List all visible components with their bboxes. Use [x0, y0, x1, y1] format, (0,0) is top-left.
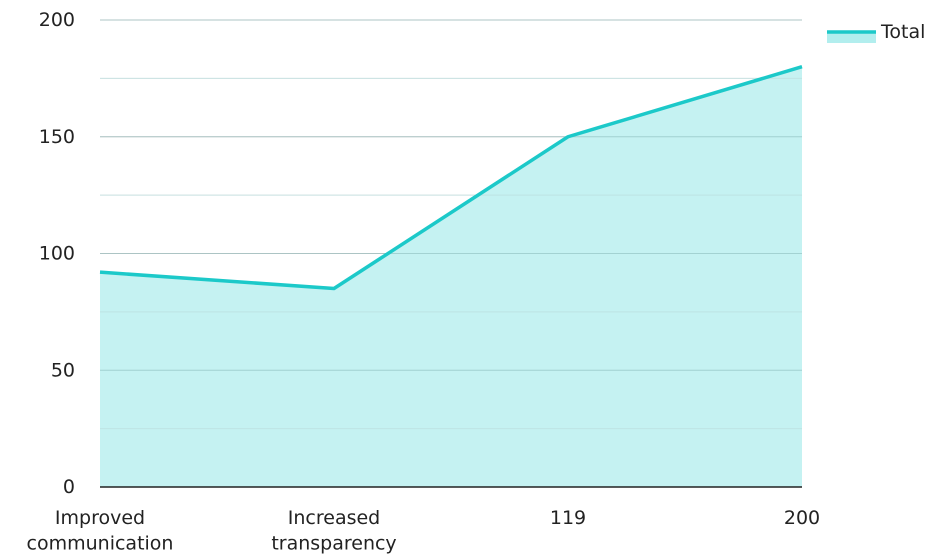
y-tick-label: 50 — [51, 359, 75, 381]
series-area-layer — [99, 19, 803, 487]
y-tick-label: 100 — [39, 243, 75, 265]
x-tick-label: 200 — [784, 507, 820, 529]
x-tick-label: Improved communication — [27, 507, 174, 555]
y-tick-label: 0 — [63, 476, 75, 498]
legend: Total — [827, 21, 925, 43]
series-area-fill — [100, 66, 802, 487]
legend-swatch-fill — [827, 31, 876, 43]
grid-overlay — [100, 19, 802, 430]
x-tick-labels: Improved communication Increased transparen… — [27, 507, 821, 555]
x-tick-label: Increased transparency — [271, 507, 396, 555]
series-line-total — [99, 65, 803, 291]
x-tick-label: 119 — [550, 507, 586, 529]
legend-label-total: Total — [880, 21, 925, 43]
y-tick-label: 200 — [39, 9, 75, 31]
y-tick-labels: 0 50 100 150 200 — [39, 9, 75, 498]
y-tick-label: 150 — [39, 126, 75, 148]
